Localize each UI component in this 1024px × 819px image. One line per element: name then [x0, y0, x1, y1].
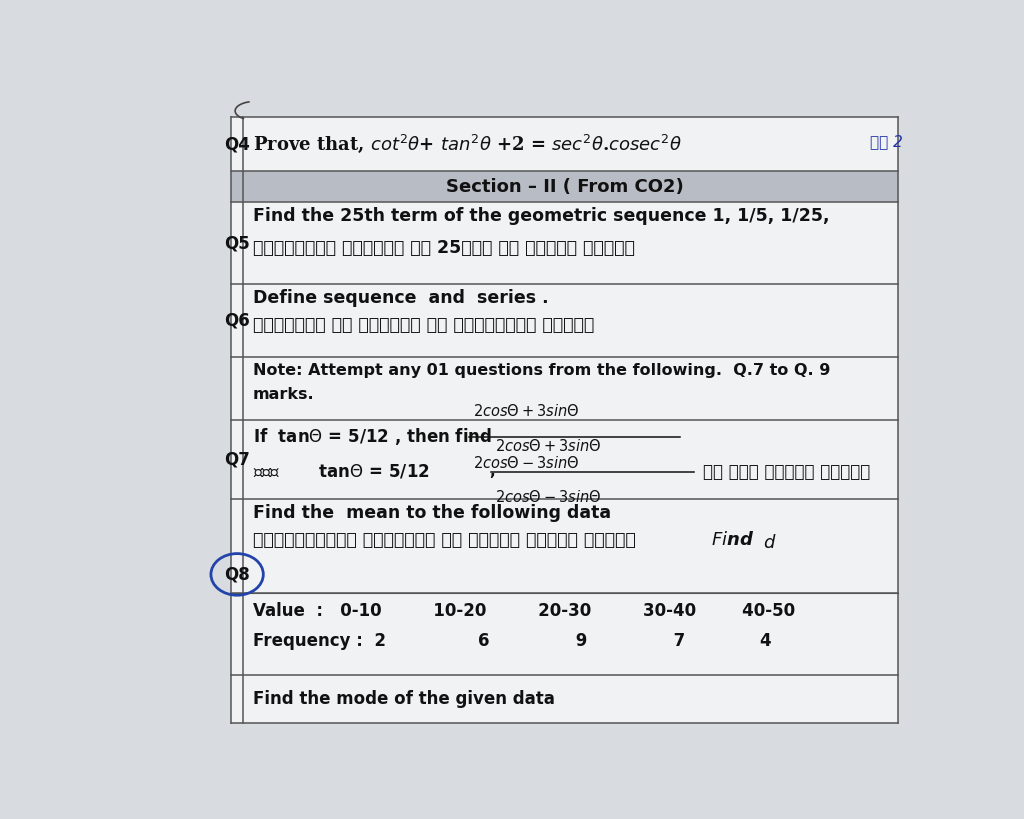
Text: $2cos\Theta-3sin\Theta$: $2cos\Theta-3sin\Theta$	[496, 489, 602, 505]
Text: यदि       tan$\Theta$ = 5/12: यदि tan$\Theta$ = 5/12	[253, 463, 429, 481]
Text: Frequency :  2                6               9               7             4: Frequency : 2 6 9 7 4	[253, 631, 771, 649]
Bar	[231, 676, 898, 722]
Text: अनुक्रम और शृंखला को परिभाषित करें।: अनुक्रम और शृंखला को परिभाषित करें।	[253, 316, 594, 334]
Text: Q5: Q5	[224, 234, 250, 252]
Bar	[231, 117, 898, 171]
Text: Note: Attempt any 01 questions from the following.  Q.7 to Q. 9: Note: Attempt any 01 questions from the …	[253, 363, 830, 378]
Bar	[231, 499, 898, 676]
Text: Q7: Q7	[224, 450, 250, 468]
Text: Prove that, $cot^2\theta$+ $tan^2\theta$ +2 = $sec^2\theta$.$cosec^2\theta$: Prove that, $cot^2\theta$+ $tan^2\theta$…	[253, 133, 681, 155]
Bar	[231, 284, 898, 357]
Text: If  tan$\Theta$ = 5/12 , then find: If tan$\Theta$ = 5/12 , then find	[253, 427, 492, 447]
Text: का मान ज्ञात कीजिए: का मान ज्ञात कीजिए	[703, 463, 870, 481]
Text: Section – II ( From CO2): Section – II ( From CO2)	[445, 178, 683, 196]
Bar	[231, 357, 898, 420]
Text: Q8: Q8	[224, 565, 250, 583]
Text: Value  :   0-10         10-20         20-30         30-40        40-50: Value : 0-10 10-20 20-30 30-40 40-50	[253, 602, 795, 620]
Text: $2cos\Theta-3sin\Theta$: $2cos\Theta-3sin\Theta$	[473, 455, 580, 471]
Text: वे 2: वे 2	[870, 133, 903, 149]
Text: $Fi$nd: $Fi$nd	[712, 531, 755, 549]
Text: $2cos\Theta+3sin\Theta$: $2cos\Theta+3sin\Theta$	[496, 438, 602, 454]
Text: गुणोत्तर श्रेणी का 25वाँ पद ज्ञात कीजिए: गुणोत्तर श्रेणी का 25वाँ पद ज्ञात कीजिए	[253, 239, 635, 256]
Text: निम्नलिखित आंकड़ों का माध्य ज्ञात कीजिए: निम्नलिखित आंकड़ों का माध्य ज्ञात कीजिए	[253, 531, 635, 549]
Text: d: d	[763, 534, 774, 552]
Text: Define sequence  and  series .: Define sequence and series .	[253, 289, 548, 307]
Text: ,: ,	[489, 464, 495, 479]
Text: Find the 25th term of the geometric sequence 1, 1/5, 1/25,: Find the 25th term of the geometric sequ…	[253, 207, 829, 225]
Bar	[231, 202, 898, 284]
Text: Find the  mean to the following data: Find the mean to the following data	[253, 504, 610, 522]
Bar	[231, 171, 898, 202]
Text: Q6: Q6	[224, 311, 250, 329]
Text: Q4: Q4	[224, 135, 250, 153]
Text: Find the mode of the given data: Find the mode of the given data	[253, 690, 554, 708]
Bar	[231, 420, 898, 499]
Text: marks.: marks.	[253, 387, 314, 402]
Text: $2cos\Theta+3sin\Theta$: $2cos\Theta+3sin\Theta$	[473, 403, 580, 419]
